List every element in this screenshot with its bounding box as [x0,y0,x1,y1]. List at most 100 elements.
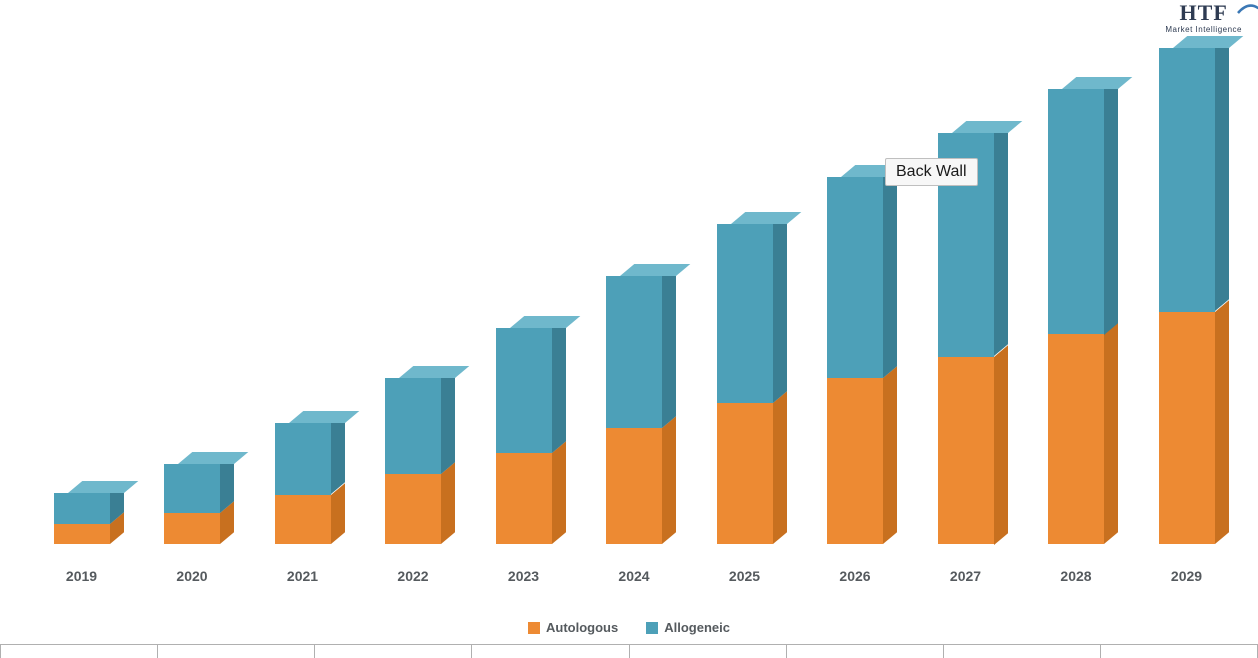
bottom-rule-cell [943,644,1100,658]
bar-segment [164,513,220,544]
bar-segment [1048,334,1104,544]
legend-swatch [646,622,658,634]
bar-face-front [54,493,110,524]
chart-column: 2025 [707,224,782,544]
bar-face-front [275,495,331,544]
bar-segment [827,378,883,544]
x-axis-label: 2019 [66,568,97,584]
bar-face-side [883,165,897,378]
bar-face-top [178,452,248,464]
stacked-bar [385,378,441,544]
bar-segment [54,493,110,524]
stacked-bar [496,328,552,544]
bar-face-side [1104,322,1118,544]
bar-face-front [496,453,552,544]
bar-face-front [938,357,994,545]
x-axis-label: 2027 [950,568,981,584]
chart-column: 2026 [818,177,893,544]
x-axis-label: 2025 [729,568,760,584]
stacked-bar [54,493,110,544]
bar-face-front [827,177,883,378]
bar-face-side [883,366,897,544]
stacked-bar [606,276,662,544]
chart-legend: Autologous Allogeneic [0,620,1258,639]
bar-face-side [662,416,676,544]
bar-segment [1048,89,1104,335]
chart-column: 2021 [265,423,340,544]
bar-segment [827,177,883,378]
legend-label: Allogeneic [664,620,730,635]
x-axis-label: 2026 [839,568,870,584]
bar-face-side [1215,300,1229,544]
chart-column: 2028 [1039,89,1114,544]
logo-subtext: Market Intelligence [1165,26,1242,34]
bar-face-side [331,412,345,495]
chart-tooltip: Back Wall [885,158,978,186]
bar-face-front [1048,334,1104,544]
bottom-rule-cell [157,644,314,658]
bar-face-side [994,345,1008,544]
bar-segment [1159,312,1215,544]
bar-segment [496,453,552,544]
bar-face-top [399,366,469,378]
legend-label: Autologous [546,620,618,635]
bar-face-top [952,121,1022,133]
bar-face-front [496,328,552,453]
bottom-rule-cell [314,644,471,658]
bar-face-side [441,366,455,474]
bottom-rule-cell [1100,644,1258,658]
bar-face-front [385,474,441,544]
bar-segment [606,276,662,428]
bottom-rule-cell [786,644,943,658]
bar-face-side [662,264,676,428]
bar-face-side [773,391,787,544]
logo-text: HTF [1180,2,1228,24]
bar-segment [385,474,441,544]
bar-face-side [1215,37,1229,312]
bar-face-front [164,513,220,544]
bar-face-top [510,316,580,328]
chart-column: 2019 [44,493,119,544]
chart-column: 2020 [155,464,230,544]
bar-segment [275,495,331,544]
bar-face-top [620,264,690,276]
chart-plot: 2019202020212022202320242025202620272028… [44,44,1224,544]
x-axis-label: 2024 [618,568,649,584]
bar-face-top [1173,36,1243,48]
bar-segment [164,464,220,513]
bar-face-top [68,481,138,493]
bar-face-front [54,524,110,544]
bottom-rule-cell [0,644,157,658]
bar-face-top [1062,77,1132,89]
bar-face-front [717,224,773,403]
legend-item: Allogeneic [646,620,730,635]
bar-face-side [994,122,1008,357]
bar-face-front [1048,89,1104,335]
bar-face-top [289,411,359,423]
stacked-bar [275,423,331,544]
x-axis-label: 2028 [1060,568,1091,584]
bar-face-front [606,276,662,428]
bar-segment [385,378,441,474]
bar-segment [606,428,662,544]
bar-face-top [731,212,801,224]
stacked-bar [1159,48,1215,544]
bar-face-front [1159,48,1215,311]
x-axis-label: 2021 [287,568,318,584]
stacked-bar [164,464,220,544]
tooltip-text: Back Wall [896,163,967,180]
chart-area: 2019202020212022202320242025202620272028… [44,44,1224,564]
bar-face-side [1104,77,1118,334]
bar-face-front [827,378,883,544]
bar-face-side [773,213,787,403]
stacked-bar [827,177,883,544]
chart-column: 2023 [486,328,561,544]
x-axis-label: 2029 [1171,568,1202,584]
x-axis-label: 2020 [176,568,207,584]
stacked-bar [717,224,773,544]
logo-swoosh-icon [1236,0,1258,18]
bottom-rule-cell [471,644,628,658]
bar-segment [1159,48,1215,311]
bar-segment [496,328,552,453]
legend-swatch [528,622,540,634]
